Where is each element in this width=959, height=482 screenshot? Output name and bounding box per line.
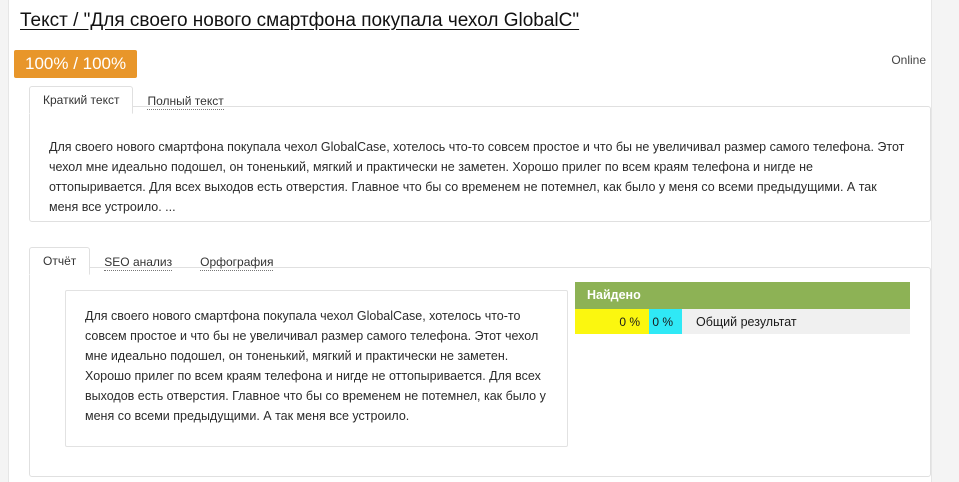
table-row: 0 % 0 % Общий результат [575,309,910,334]
tab-spelling[interactable]: Орфография [186,248,287,275]
tab-short-text[interactable]: Краткий текст [29,86,134,114]
tab-seo-analysis-label: SEO анализ [104,255,173,271]
found-header: Найдено [575,282,910,309]
page-title[interactable]: Текст / "Для своего нового смартфона пок… [20,10,580,31]
tab-full-text-label: Полный текст [147,94,224,110]
found-percent-yellow: 0 % [575,309,649,334]
tab-short-text-label: Краткий текст [43,93,120,107]
tab-report[interactable]: Отчёт [29,247,91,275]
short-text-body: Для своего нового смартфона покупала чех… [49,140,905,214]
tab-spelling-label: Орфография [200,255,274,271]
text-tabstrip: Краткий текст Полный текст [29,86,238,114]
tab-full-text[interactable]: Полный текст [133,87,237,114]
page-gutter-left [0,0,9,482]
page-gutter-right [931,0,959,482]
short-text-panel: Для своего нового смартфона покупала чех… [29,106,931,222]
page-content: Текст / "Для своего нового смартфона пок… [9,0,931,482]
analysis-tabstrip: Отчёт SEO анализ Орфография [29,247,287,275]
status-badge: Online [891,53,926,67]
report-text-box: Для своего нового смартфона покупала чех… [65,290,568,447]
found-percent-cyan: 0 % [649,309,682,334]
uniqueness-score-badge: 100% / 100% [14,50,138,78]
found-row-label: Общий результат [696,314,797,329]
tab-report-label: Отчёт [43,254,77,268]
found-results-block: Найдено 0 % 0 % Общий результат [575,282,910,334]
tab-seo-analysis[interactable]: SEO анализ [90,248,186,275]
report-panel: Для своего нового смартфона покупала чех… [29,267,931,477]
report-body: Для своего нового смартфона покупала чех… [85,309,546,423]
